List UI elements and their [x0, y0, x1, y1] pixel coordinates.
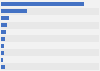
- Bar: [1, 22, 99, 29]
- Bar: [1, 16, 9, 20]
- Bar: [1, 56, 99, 63]
- Bar: [1, 51, 4, 55]
- Bar: [1, 63, 99, 70]
- Bar: [1, 15, 99, 22]
- Bar: [1, 29, 99, 36]
- Bar: [1, 2, 84, 6]
- Bar: [1, 37, 5, 41]
- Bar: [1, 1, 99, 8]
- Bar: [1, 8, 99, 15]
- Bar: [1, 9, 28, 13]
- Bar: [1, 44, 4, 48]
- Bar: [1, 65, 5, 69]
- Bar: [1, 42, 99, 49]
- Bar: [1, 30, 6, 34]
- Bar: [1, 36, 99, 42]
- Bar: [1, 49, 99, 56]
- Bar: [1, 58, 3, 62]
- Bar: [1, 23, 7, 27]
